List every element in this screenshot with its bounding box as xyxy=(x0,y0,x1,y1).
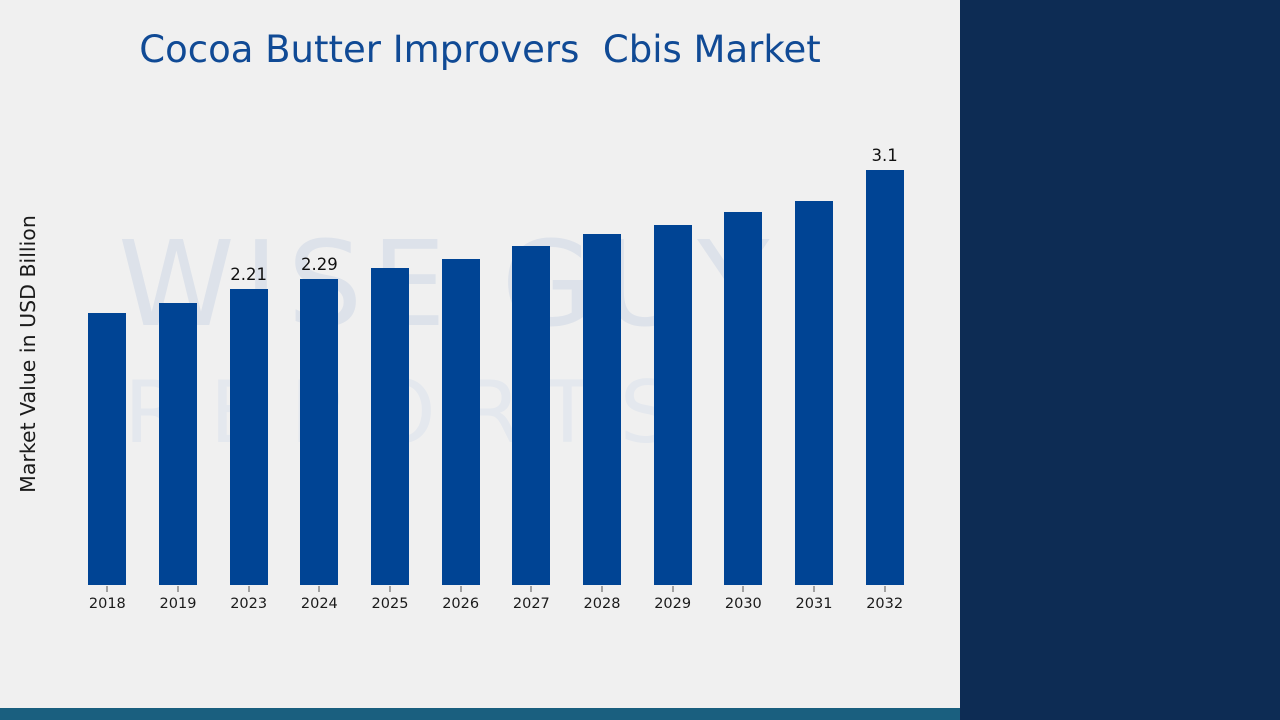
plot-area: 2018 2019 2.21 2023 2.29 2024 2025 2026 2027 2028… xyxy=(72,110,920,612)
x-axis-tick xyxy=(813,586,815,592)
bar-group: 3.1 2032 xyxy=(849,110,920,612)
x-axis-tick-label: 2018 xyxy=(88,596,126,612)
bar-value-label: 2.21 xyxy=(230,265,268,285)
x-axis-tick xyxy=(460,586,462,592)
bar xyxy=(158,302,197,585)
x-axis-tick-label: 2023 xyxy=(230,596,268,612)
x-axis-tick-label: 2031 xyxy=(795,596,833,612)
x-axis-tick-label: 2032 xyxy=(866,596,904,612)
x-axis-tick xyxy=(389,586,391,592)
x-axis-tick-label: 2019 xyxy=(159,596,197,612)
bar-group: 2025 xyxy=(355,110,426,612)
x-axis-tick-label: 2027 xyxy=(512,596,550,612)
y-axis-label: Market Value in USD Billion xyxy=(16,215,40,493)
page-title: Cocoa Butter Improvers Cbis Market xyxy=(139,28,821,71)
x-axis-tick xyxy=(177,586,179,592)
bar-series: 2018 2019 2.21 2023 2.29 2024 2025 2026 2027 2028… xyxy=(72,110,920,612)
bar xyxy=(653,225,692,585)
bar-group: 2029 xyxy=(637,110,708,612)
x-axis-tick xyxy=(106,586,108,592)
bar-group: 2028 xyxy=(567,110,638,612)
bar-group: 2.21 2023 xyxy=(213,110,284,612)
bar-value-label: 3.1 xyxy=(871,146,898,166)
bar xyxy=(582,234,621,585)
bar-group: 2026 xyxy=(425,110,496,612)
x-axis-tick xyxy=(601,586,603,592)
x-axis-tick-label: 2026 xyxy=(442,596,480,612)
bar xyxy=(512,246,551,585)
bar-chart: WISE GUY REPORTS Market Value in USD Bil… xyxy=(0,110,960,670)
x-axis-tick-label: 2030 xyxy=(724,596,762,612)
x-axis-tick xyxy=(884,586,886,592)
x-axis-tick-label: 2024 xyxy=(300,596,338,612)
x-axis-tick xyxy=(672,586,674,592)
bar xyxy=(300,278,339,585)
bar xyxy=(441,258,480,585)
bar xyxy=(229,289,268,585)
x-axis-tick xyxy=(318,586,320,592)
x-axis-tick xyxy=(530,586,532,592)
bar-group: 2031 xyxy=(779,110,850,612)
x-axis-tick-label: 2028 xyxy=(583,596,621,612)
bar-value-label: 2.29 xyxy=(300,254,338,274)
x-axis-tick-label: 2029 xyxy=(654,596,692,612)
bar xyxy=(865,170,904,585)
bar xyxy=(370,267,409,585)
bottom-accent-strip xyxy=(0,708,960,720)
bar-group: 2.29 2024 xyxy=(284,110,355,612)
x-axis-tick-label: 2025 xyxy=(371,596,409,612)
bar-group: 2018 xyxy=(72,110,143,612)
bar xyxy=(88,313,127,585)
bar xyxy=(794,201,833,585)
x-axis-tick xyxy=(248,586,250,592)
brand-panel: WISE GUY REPORTS CAGR (2019-2032) xyxy=(960,0,1280,720)
bar-group: 2030 xyxy=(708,110,779,612)
bar-group: 2019 xyxy=(143,110,214,612)
bar-group: 2027 xyxy=(496,110,567,612)
x-axis-tick xyxy=(742,586,744,592)
bar xyxy=(724,211,763,585)
